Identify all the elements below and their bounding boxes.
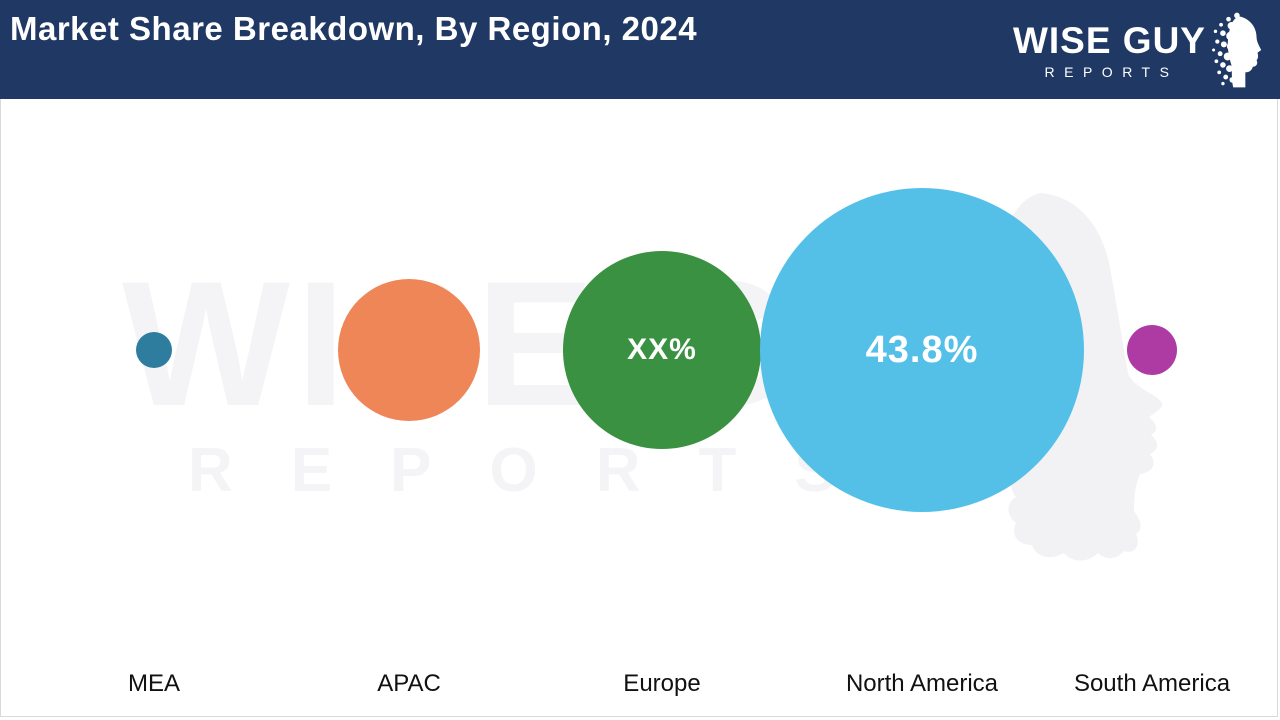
category-label-europe: Europe [623, 670, 701, 697]
header-bar: Market Share Breakdown, By Region, 2024 … [0, 0, 1280, 99]
bubble-south-america [1127, 325, 1177, 375]
logo-head-icon [1212, 12, 1262, 88]
wise-guy-logo: WISE GUY REPORTS [1013, 6, 1264, 94]
bubble-apac [338, 279, 480, 421]
bubble-value-europe: XX% [627, 333, 697, 366]
category-label-apac: APAC [377, 670, 441, 697]
bubble-europe: XX% [563, 251, 761, 449]
logo-text: WISE GUY REPORTS [1013, 22, 1206, 79]
bubble-value-north-america: 43.8% [865, 328, 979, 371]
bubble-mea [136, 332, 172, 368]
bubble-north-america: 43.8% [760, 188, 1084, 512]
logo-wordmark: WISE GUY [1012, 19, 1206, 61]
category-label-north-america: North America [845, 670, 999, 697]
logo-reports-text: REPORTS [1044, 63, 1179, 80]
category-label-mea: MEA [127, 670, 181, 697]
category-label-south-america: South America [1073, 670, 1231, 697]
page-title: Market Share Breakdown, By Region, 2024 [10, 10, 698, 47]
